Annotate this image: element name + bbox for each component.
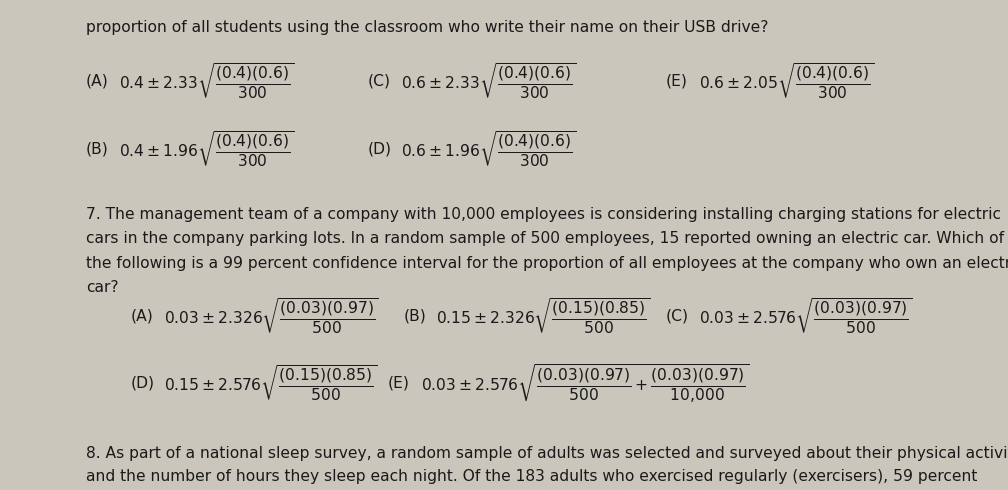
- Text: $0.15 \pm 2.576\sqrt{\dfrac{(0.15)(0.85)}{500}}$: $0.15 \pm 2.576\sqrt{\dfrac{(0.15)(0.85)…: [164, 363, 378, 403]
- Text: $0.03 \pm 2.576\sqrt{\dfrac{(0.03)(0.97)}{500}}$: $0.03 \pm 2.576\sqrt{\dfrac{(0.03)(0.97)…: [699, 296, 912, 336]
- Text: car?: car?: [86, 280, 118, 295]
- Text: and the number of hours they sleep each night. Of the 183 adults who exercised r: and the number of hours they sleep each …: [86, 469, 977, 484]
- Text: (A): (A): [131, 309, 154, 323]
- Text: $0.6 \pm 2.33\sqrt{\dfrac{(0.4)(0.6)}{300}}$: $0.6 \pm 2.33\sqrt{\dfrac{(0.4)(0.6)}{30…: [401, 61, 577, 101]
- Text: (B): (B): [403, 309, 426, 323]
- Text: (A): (A): [86, 74, 109, 88]
- Text: (C): (C): [665, 309, 688, 323]
- Text: $0.15 \pm 2.326\sqrt{\dfrac{(0.15)(0.85)}{500}}$: $0.15 \pm 2.326\sqrt{\dfrac{(0.15)(0.85)…: [436, 296, 651, 336]
- Text: proportion of all students using the classroom who write their name on their USB: proportion of all students using the cla…: [86, 20, 768, 35]
- Text: cars in the company parking lots. In a random sample of 500 employees, 15 report: cars in the company parking lots. In a r…: [86, 231, 1004, 246]
- Text: (D): (D): [131, 376, 155, 391]
- Text: the following is a 99 percent confidence interval for the proportion of all empl: the following is a 99 percent confidence…: [86, 256, 1008, 271]
- Text: $0.6 \pm 1.96\sqrt{\dfrac{(0.4)(0.6)}{300}}$: $0.6 \pm 1.96\sqrt{\dfrac{(0.4)(0.6)}{30…: [401, 129, 577, 170]
- Text: $0.4 \pm 1.96\sqrt{\dfrac{(0.4)(0.6)}{300}}$: $0.4 \pm 1.96\sqrt{\dfrac{(0.4)(0.6)}{30…: [119, 129, 294, 170]
- Text: (C): (C): [368, 74, 391, 88]
- Text: 8. As part of a national sleep survey, a random sample of adults was selected an: 8. As part of a national sleep survey, a…: [86, 446, 1008, 461]
- Text: (E): (E): [665, 74, 687, 88]
- Text: $0.6 \pm 2.05\sqrt{\dfrac{(0.4)(0.6)}{300}}$: $0.6 \pm 2.05\sqrt{\dfrac{(0.4)(0.6)}{30…: [699, 61, 874, 101]
- Text: (D): (D): [368, 142, 392, 157]
- Text: $0.03 \pm 2.576\sqrt{\dfrac{(0.03)(0.97)}{500}+\dfrac{(0.03)(0.97)}{10{,}000}}$: $0.03 \pm 2.576\sqrt{\dfrac{(0.03)(0.97)…: [421, 362, 750, 405]
- Text: $0.4 \pm 2.33\sqrt{\dfrac{(0.4)(0.6)}{300}}$: $0.4 \pm 2.33\sqrt{\dfrac{(0.4)(0.6)}{30…: [119, 61, 294, 101]
- Text: $0.03 \pm 2.326\sqrt{\dfrac{(0.03)(0.97)}{500}}$: $0.03 \pm 2.326\sqrt{\dfrac{(0.03)(0.97)…: [164, 296, 379, 336]
- Text: (B): (B): [86, 142, 109, 157]
- Text: (E): (E): [388, 376, 410, 391]
- Text: 7. The management team of a company with 10,000 employees is considering install: 7. The management team of a company with…: [86, 207, 1001, 222]
